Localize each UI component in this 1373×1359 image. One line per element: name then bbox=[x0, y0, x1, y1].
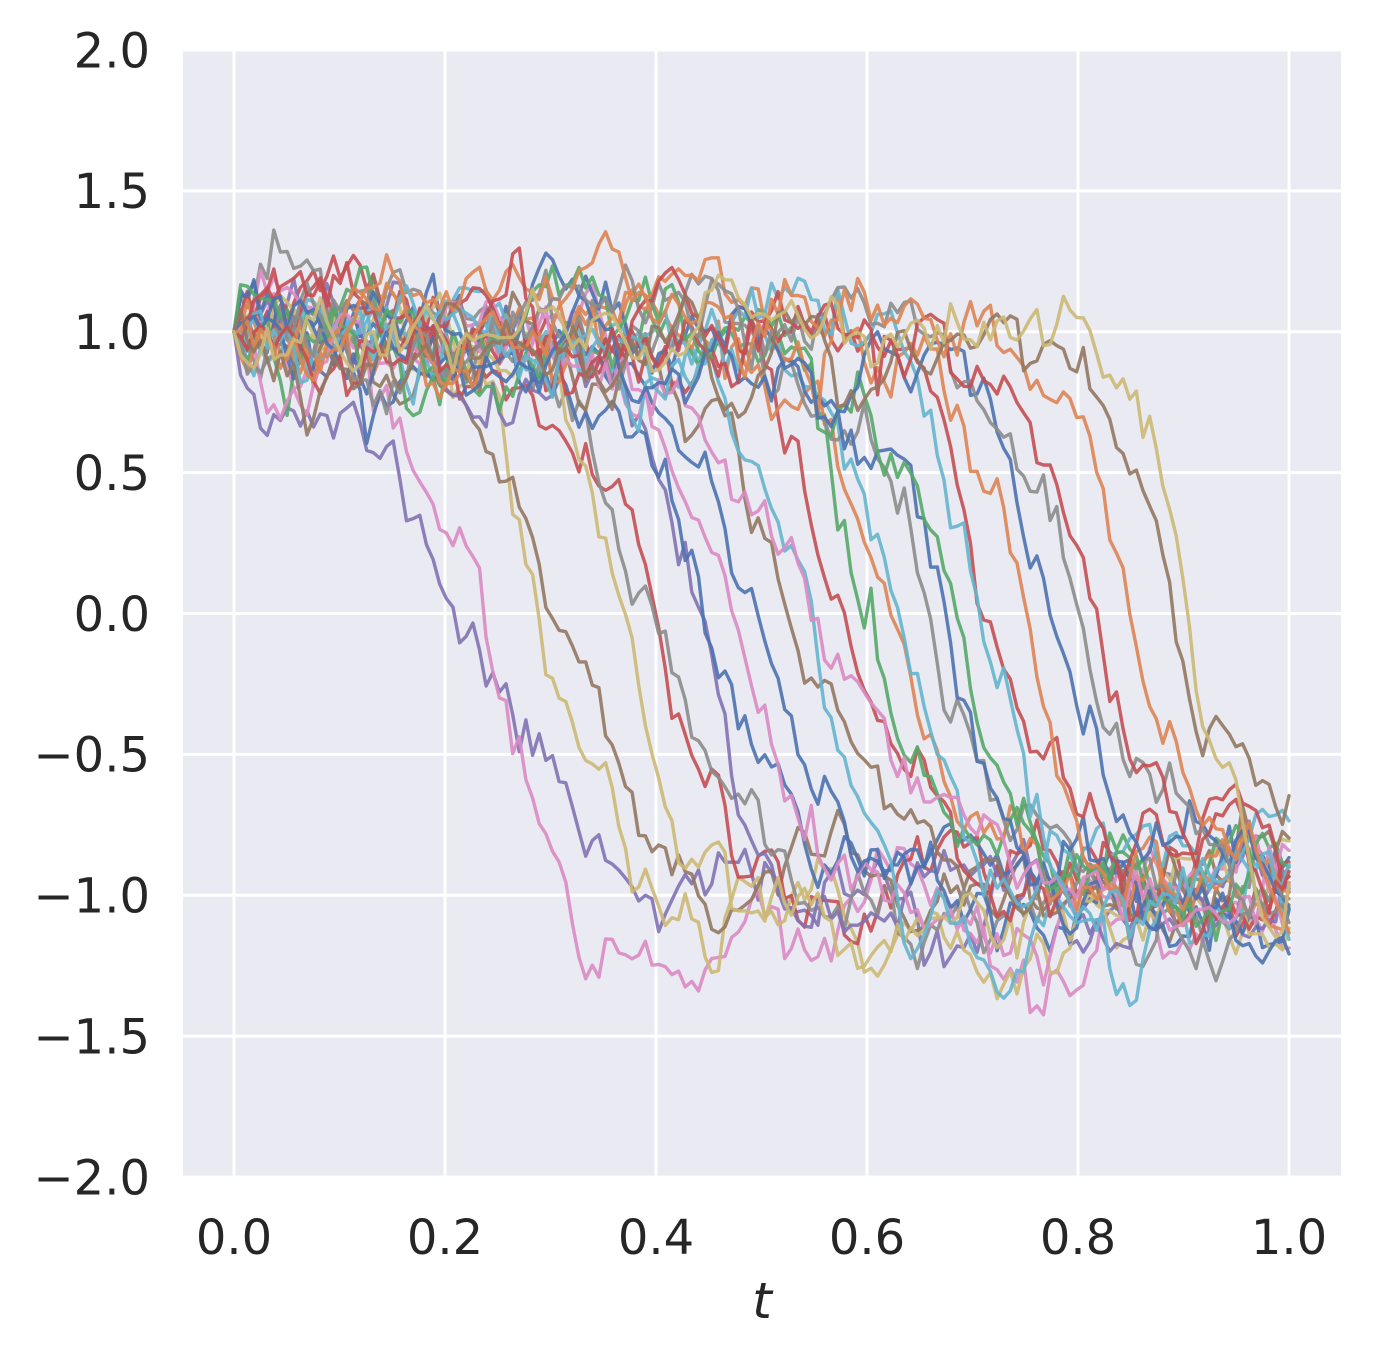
y-tick-label: 1.5 bbox=[74, 164, 150, 220]
x-tick-label: 0.0 bbox=[196, 1210, 272, 1266]
trajectory-line bbox=[232, 276, 1291, 940]
trajectory-line bbox=[232, 294, 1291, 827]
y-tick-label: 1.0 bbox=[74, 305, 150, 361]
x-tick-label: 0.4 bbox=[618, 1210, 694, 1266]
x-tick-label: 0.8 bbox=[1040, 1210, 1116, 1266]
y-tick-label: 0.5 bbox=[74, 446, 150, 502]
x-tick-label: 0.6 bbox=[829, 1210, 905, 1266]
trajectories-group bbox=[232, 228, 1291, 1017]
y-tick-label: 0.0 bbox=[74, 587, 150, 643]
y-tick-label: −2.0 bbox=[33, 1150, 150, 1206]
x-tick-label: 1.0 bbox=[1251, 1210, 1327, 1266]
y-tick-label: −1.5 bbox=[33, 1009, 150, 1065]
x-tick-label: 0.2 bbox=[407, 1210, 483, 1266]
trajectory-line bbox=[232, 246, 1291, 915]
y-tick-label: −0.5 bbox=[33, 728, 150, 784]
trajectory-line bbox=[232, 230, 1291, 935]
y-tick-label: 2.0 bbox=[74, 23, 150, 79]
plot-area-layer: 2.0 1.5 1.0 0.5 0.0 −0.5 −1.0 −1.5 −2.0 0.0 0.2 0.4… bbox=[33, 23, 1341, 1266]
trajectory-line bbox=[232, 273, 1291, 939]
trajectory-line bbox=[232, 286, 1291, 1008]
x-axis-label: t bbox=[752, 1272, 774, 1330]
y-tick-label: −1.0 bbox=[33, 869, 150, 925]
